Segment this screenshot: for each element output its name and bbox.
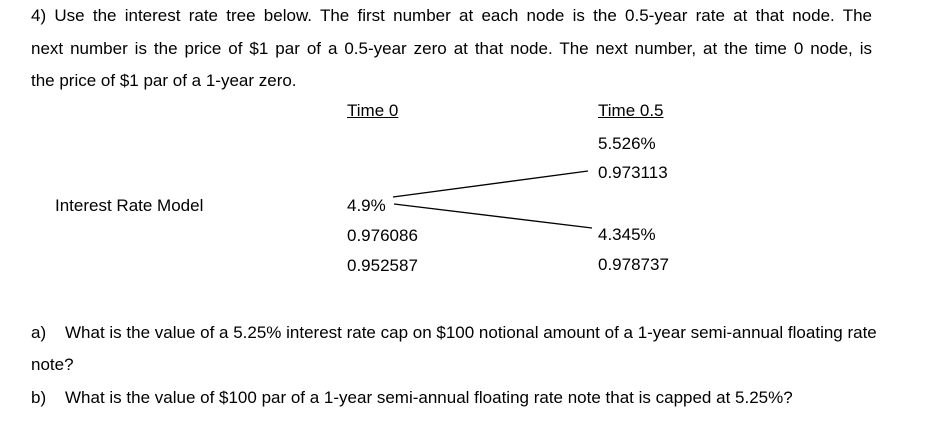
problem-statement-line-2: next number is the price of $1 par of a … [31, 38, 872, 58]
question-a-label: a) [31, 323, 47, 342]
question-b-label: b) [31, 387, 47, 407]
problem-statement: 4) Use the interest rate tree below. The… [31, 0, 872, 98]
time0-node-rate: 4.9% [347, 196, 386, 215]
tree-title: Interest Rate Model [55, 196, 204, 215]
down-node-rate: 4.345% [598, 225, 656, 244]
up-node-half-year-zero-price: 0.973113 [598, 163, 668, 182]
time05-column-header: Time 0.5 [598, 101, 664, 120]
time0-column-header: Time 0 [347, 101, 399, 120]
time0-node-half-year-zero-price: 0.976086 [347, 226, 418, 245]
question-b-text: What is the value of $100 par of a 1-yea… [65, 387, 793, 407]
question-b: b) What is the value of $100 par of a 1-y… [31, 382, 877, 414]
problem-statement-line-3: the price of $1 par of a 1-year zero. [31, 71, 297, 91]
up-node-rate: 5.526% [598, 134, 656, 153]
down-node-half-year-zero-price: 0.978737 [598, 255, 669, 274]
question-a-text: What is the value of a 5.25% interest ra… [31, 323, 877, 375]
tree-branch-up-line [392, 170, 589, 198]
questions-section: a) What is the value of a 5.25% interest … [31, 317, 877, 414]
time0-node-one-year-zero-price: 0.952587 [347, 256, 418, 275]
question-a: a) What is the value of a 5.25% interest … [31, 317, 877, 382]
tree-branch-down-line [393, 203, 593, 229]
problem-statement-line-1: 4) Use the interest rate tree below. The… [31, 6, 872, 25]
